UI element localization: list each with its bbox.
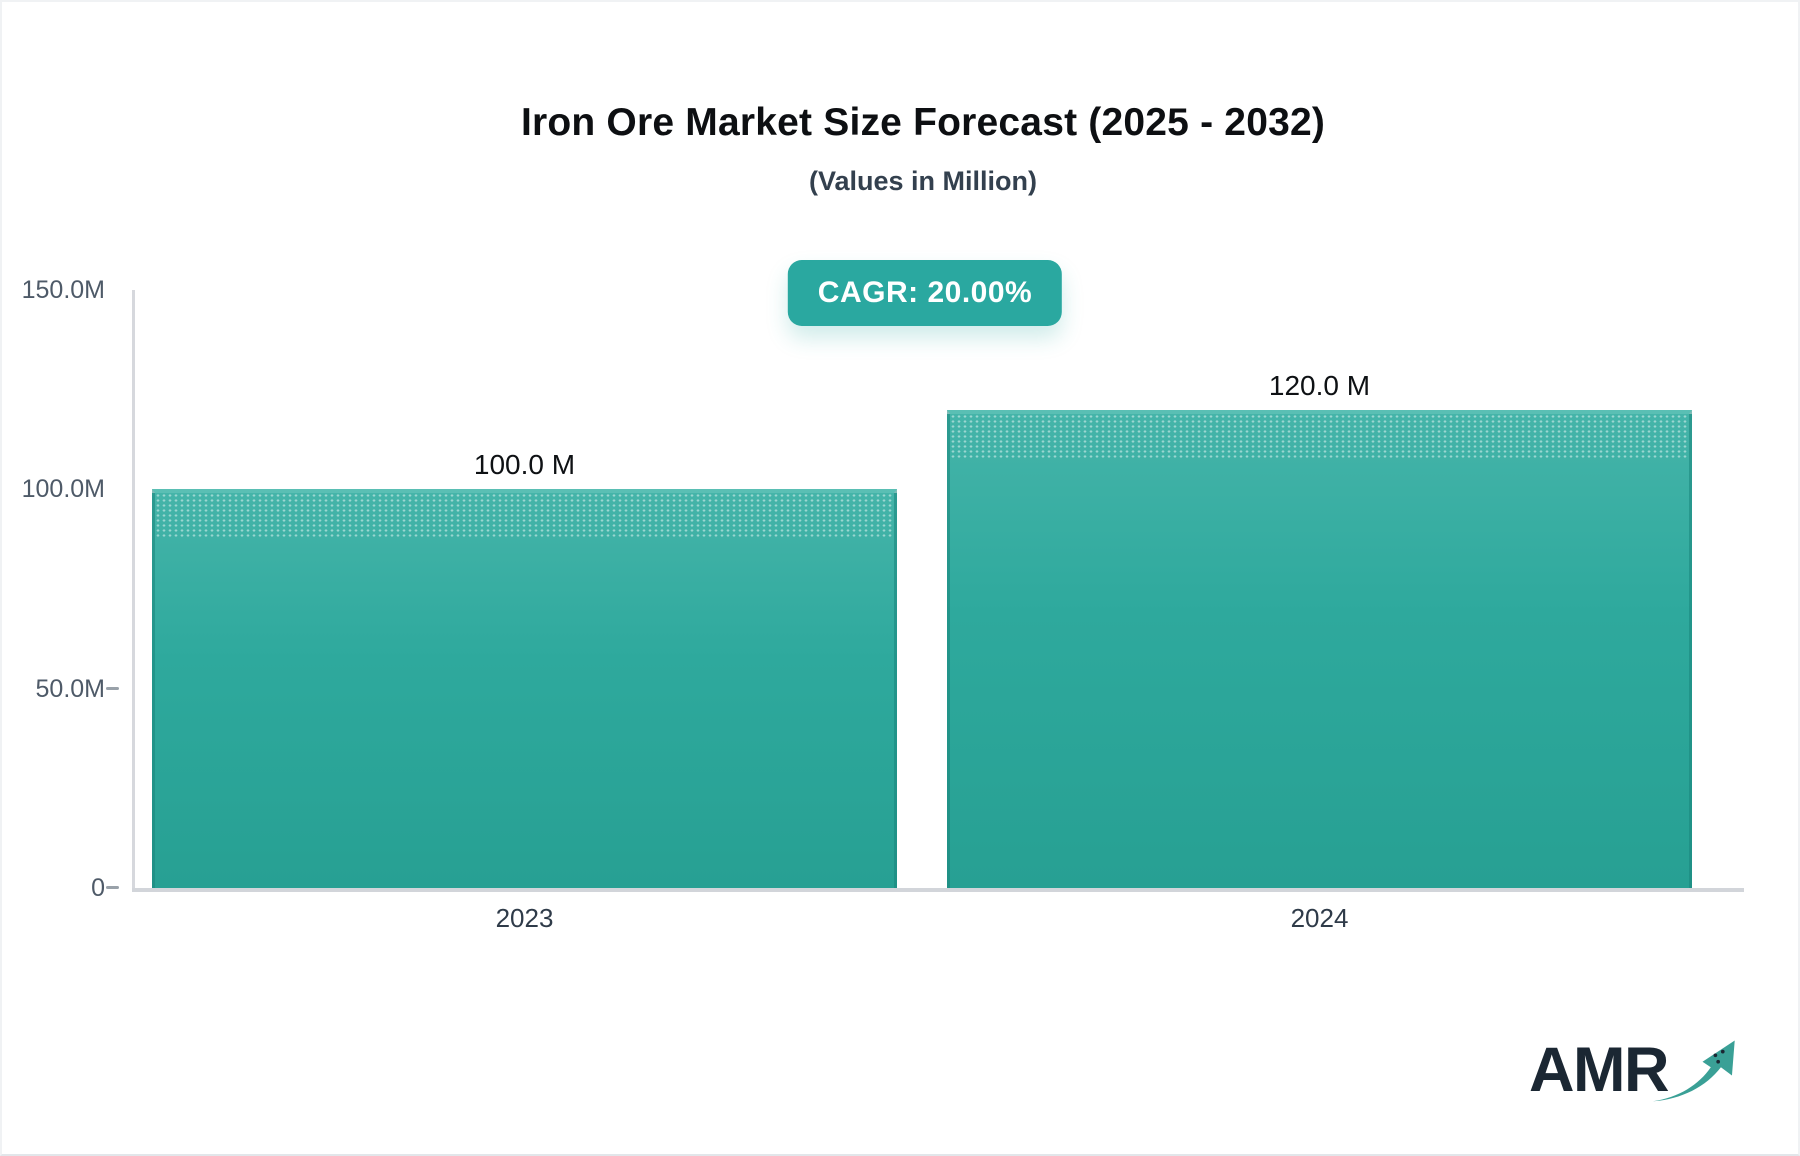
amr-logo: AMR: [1529, 1026, 1735, 1114]
growth-arrow-icon: [1652, 1040, 1735, 1102]
bar-2023: [152, 489, 897, 888]
x-axis-label: 2023: [495, 903, 554, 933]
y-axis-tick: [106, 886, 119, 889]
bar-2024: [947, 410, 1692, 888]
amr-logo-text: AMR: [1529, 1035, 1669, 1105]
x-axis-line: [132, 888, 1744, 892]
y-axis-label: 100.0M: [21, 475, 105, 503]
bar-value-label: 120.0 M: [1268, 370, 1371, 401]
chart-subtitle: (Values in Million): [808, 166, 1038, 196]
y-axis-line: [132, 290, 135, 891]
x-axis-label: 2024: [1290, 903, 1349, 933]
cagr-badge: CAGR: 20.00%: [787, 260, 1063, 326]
y-axis-label: 150.0M: [21, 276, 105, 304]
y-axis-label: 50.0M: [35, 675, 105, 703]
y-axis-label: 0: [91, 874, 105, 902]
y-axis-tick: [106, 687, 119, 690]
chart-title: Iron Ore Market Size Forecast (2025 - 20…: [520, 101, 1326, 144]
bar-value-label: 100.0 M: [473, 449, 576, 480]
